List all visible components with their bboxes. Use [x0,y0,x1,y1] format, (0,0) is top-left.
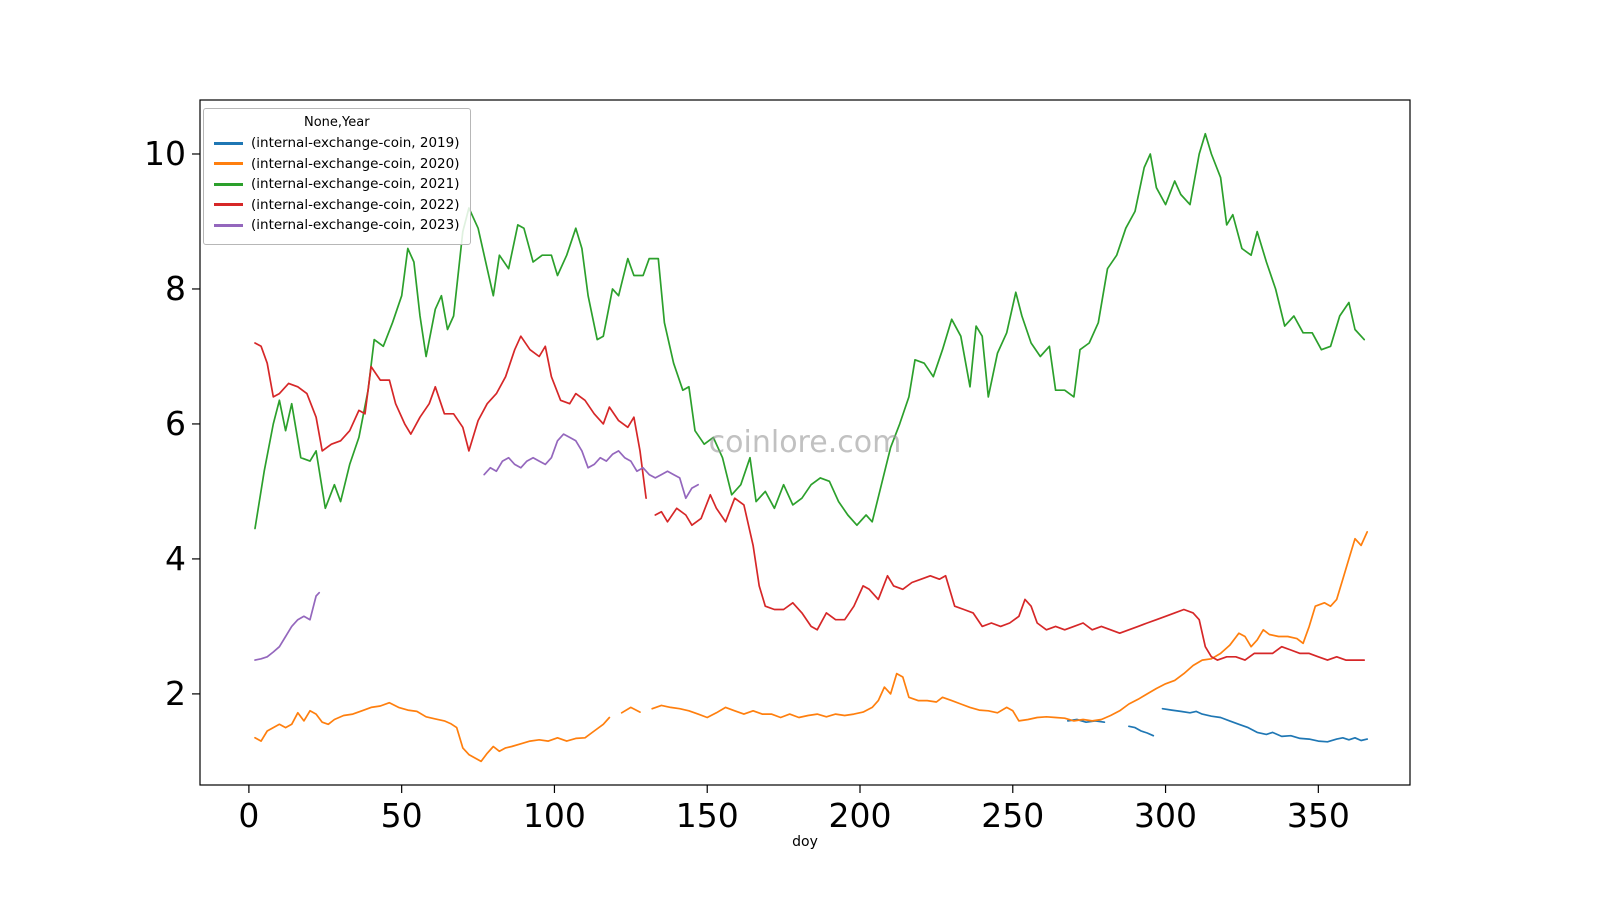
x-tick-label: 300 [1134,796,1197,835]
series-line-2019 [1128,725,1155,737]
legend-item-2023: (internal-exchange-coin, 2023) [214,215,460,236]
x-tick-label: 350 [1287,796,1350,835]
y-tick-label: 8 [165,269,186,308]
series-line-2019 [1161,707,1369,743]
legend-line-swatch [214,223,243,227]
axes-frame [199,99,1411,786]
y-tick-label: 4 [165,539,186,578]
legend-line-swatch [214,141,243,145]
legend-title: None,Year [303,115,370,130]
legend-label: (internal-exchange-coin, 2019) [251,135,460,152]
series-line-2020 [620,706,641,714]
legend-line-swatch [214,203,243,207]
legend-label: (internal-exchange-coin, 2023) [251,217,460,234]
series-line-2020 [651,531,1369,722]
legend-item-2019: (internal-exchange-coin, 2019) [214,133,460,154]
axes-layer: 0 50 100 150 200 250 300 350 2 4 6 8 10 [144,99,1411,835]
series-line-2021 [254,132,1366,530]
y-tick-label: 10 [144,134,186,173]
y-tick-label: 6 [165,404,186,443]
series-line-2022 [254,335,647,500]
legend-items: (internal-exchange-coin, 2019) (internal-… [214,133,460,236]
series-line-2023 [254,591,321,661]
series-line-2020 [254,701,611,763]
x-tick-label: 0 [238,796,259,835]
series-line-2023 [483,433,699,500]
series-line-2022 [654,493,1366,661]
y-tick-label: 2 [165,674,186,713]
legend-line-swatch [214,162,243,166]
x-axis-label: doy [792,834,818,850]
legend: None,Year (internal-exchange-coin, 2019)… [203,108,471,245]
legend-line-swatch [214,182,243,186]
legend-item-2021: (internal-exchange-coin, 2021) [214,174,460,195]
series-line-2019 [1066,718,1106,724]
x-tick-label: 50 [381,796,423,835]
legend-item-2022: (internal-exchange-coin, 2022) [214,195,460,216]
series-layer [254,132,1369,763]
x-tick-label: 250 [981,796,1044,835]
watermark-text: coinlore.com [709,425,902,460]
legend-label: (internal-exchange-coin, 2020) [251,155,460,172]
legend-label: (internal-exchange-coin, 2022) [251,196,460,213]
x-tick-label: 200 [829,796,892,835]
x-tick-label: 100 [523,796,586,835]
legend-item-2020: (internal-exchange-coin, 2020) [214,154,460,175]
x-tick-label: 150 [676,796,739,835]
legend-label: (internal-exchange-coin, 2021) [251,176,460,193]
